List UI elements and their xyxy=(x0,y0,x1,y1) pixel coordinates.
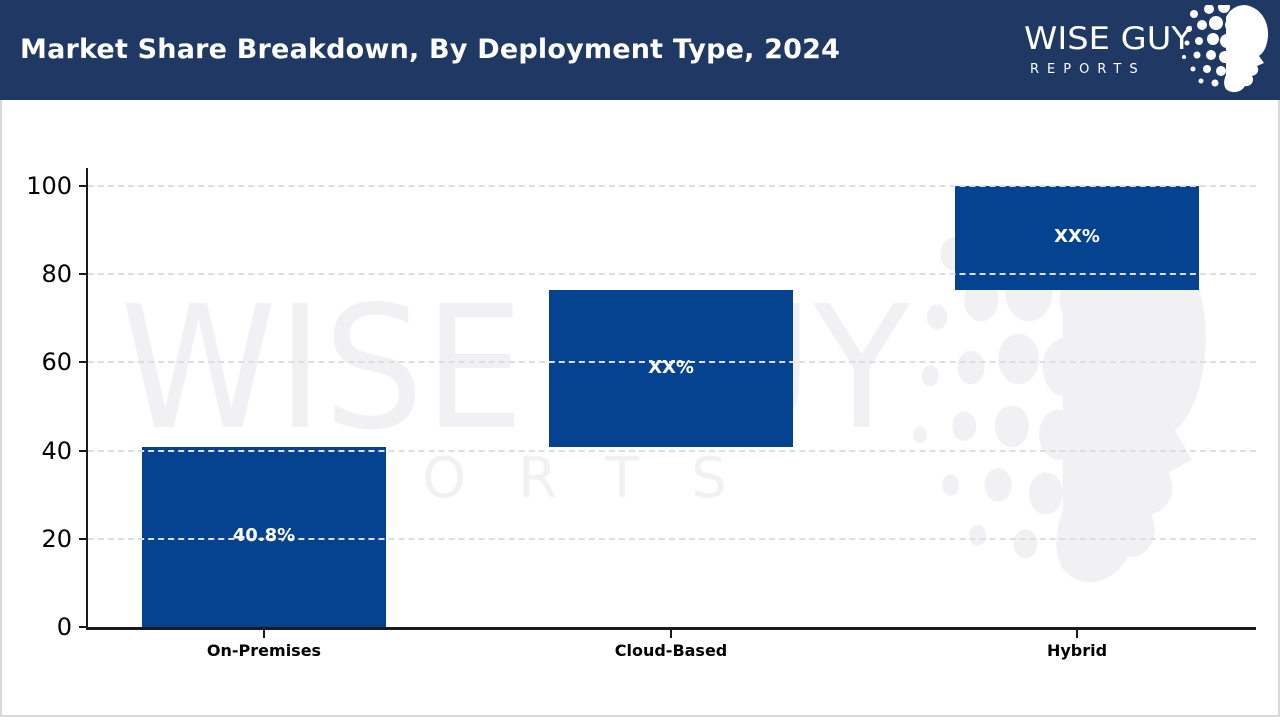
x-tick-label: On-Premises xyxy=(206,641,322,660)
bar-value-label: XX% xyxy=(648,356,694,378)
gridline-40 xyxy=(88,449,1256,452)
wise-guy-reports-logo: WISE GUY REPORTS xyxy=(1024,5,1269,93)
y-axis-line xyxy=(86,168,88,629)
y-tick-label: 40 xyxy=(41,436,72,465)
logo-text-wise-guy: WISE GUY xyxy=(1024,21,1192,57)
x-axis-line xyxy=(86,627,1256,630)
y-tick-mark xyxy=(79,537,87,540)
bar-value-label: XX% xyxy=(1054,226,1100,248)
x-tick-label: Hybrid xyxy=(1046,641,1108,660)
y-tick-mark xyxy=(79,626,87,628)
y-tick-label: 80 xyxy=(41,260,72,289)
header-bar: Market Share Breakdown, By Deployment Ty… xyxy=(0,0,1280,100)
bar-cloud-based xyxy=(549,290,793,448)
y-tick-label: 100 xyxy=(26,172,72,200)
bar-on-premises xyxy=(142,447,386,627)
content-frame xyxy=(0,100,1280,717)
y-tick-label: 20 xyxy=(41,524,72,553)
y-tick-label: 0 xyxy=(56,613,72,641)
y-tick-mark xyxy=(79,361,87,364)
x-tick-mark xyxy=(670,630,672,638)
x-tick-label: Cloud-Based xyxy=(614,641,728,660)
bar-hybrid xyxy=(955,186,1199,291)
gridline-100 xyxy=(88,185,1256,187)
gridline-80 xyxy=(88,273,1256,276)
y-tick-mark xyxy=(79,185,87,187)
gridline-20 xyxy=(88,537,1256,540)
chart-title: Market Share Breakdown, By Deployment Ty… xyxy=(20,34,841,65)
x-tick-mark xyxy=(263,630,265,638)
x-tick-mark xyxy=(1076,630,1078,638)
y-tick-label: 60 xyxy=(41,348,72,377)
y-tick-mark xyxy=(79,273,87,276)
logo-text-reports: REPORTS xyxy=(1030,62,1146,77)
gridline-60 xyxy=(88,361,1256,364)
bar-value-label: 40.8% xyxy=(232,525,296,547)
y-tick-mark xyxy=(79,449,87,452)
